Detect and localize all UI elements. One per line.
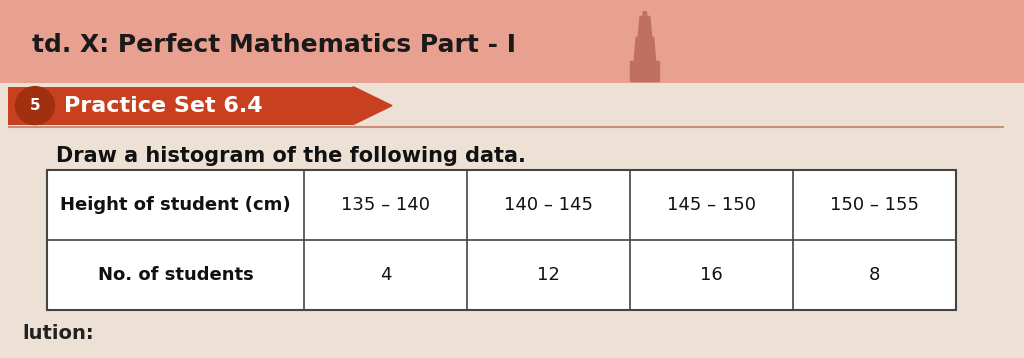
Circle shape <box>15 87 54 125</box>
Text: Draw a histogram of the following data.: Draw a histogram of the following data. <box>56 146 526 166</box>
Polygon shape <box>631 61 659 81</box>
Text: 135 – 140: 135 – 140 <box>341 196 430 214</box>
Text: lution:: lution: <box>23 324 94 343</box>
Text: 140 – 145: 140 – 145 <box>505 196 593 214</box>
Text: 16: 16 <box>700 266 723 284</box>
Text: 8: 8 <box>869 266 881 284</box>
Text: 5: 5 <box>30 98 40 113</box>
Text: Practice Set 6.4: Practice Set 6.4 <box>65 96 263 116</box>
Text: td. X: Perfect Mathematics Part - I: td. X: Perfect Mathematics Part - I <box>32 33 516 57</box>
Bar <box>0 75 1024 358</box>
Text: No. of students: No. of students <box>97 266 253 284</box>
Text: 12: 12 <box>538 266 560 284</box>
Text: Height of student (cm): Height of student (cm) <box>60 196 291 214</box>
Text: 150 – 155: 150 – 155 <box>830 196 920 214</box>
Bar <box>0 0 1024 83</box>
Polygon shape <box>638 16 651 37</box>
Bar <box>3 87 353 125</box>
Polygon shape <box>353 87 392 125</box>
Circle shape <box>641 0 649 6</box>
Text: 4: 4 <box>380 266 391 284</box>
Text: 145 – 150: 145 – 150 <box>668 196 757 214</box>
Polygon shape <box>634 37 655 61</box>
Polygon shape <box>643 4 647 16</box>
Bar <box>47 170 956 310</box>
